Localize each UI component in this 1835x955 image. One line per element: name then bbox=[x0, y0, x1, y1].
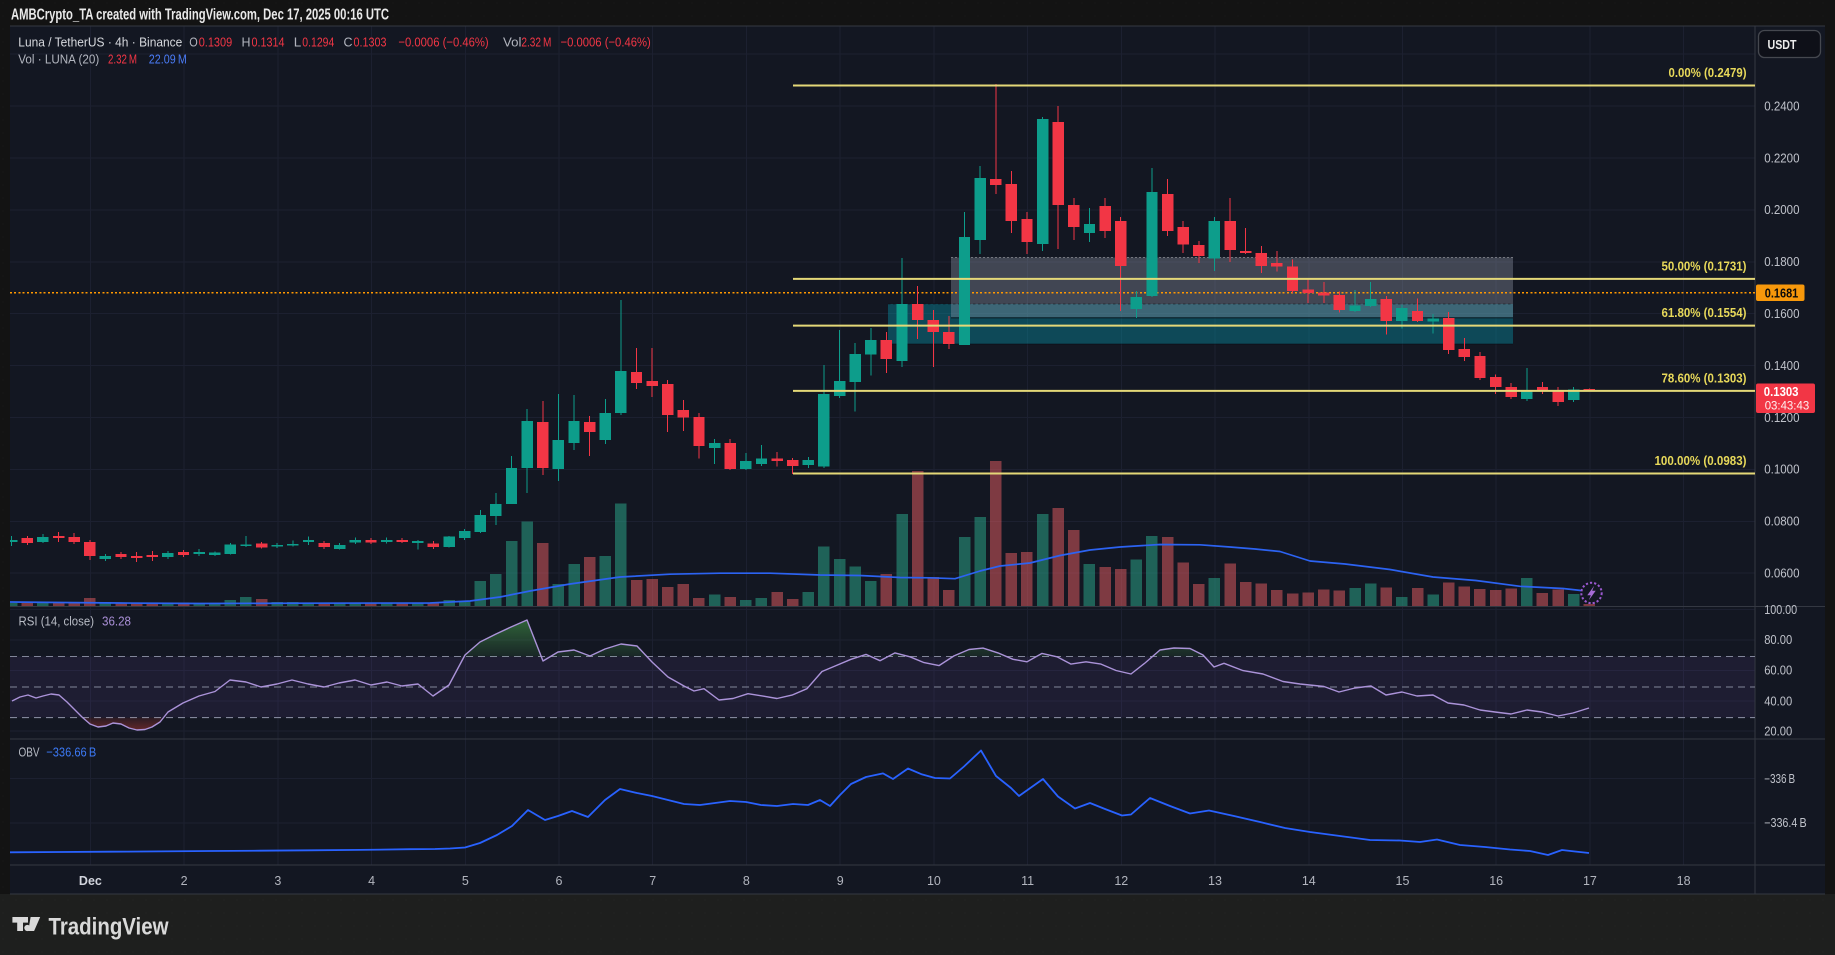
svg-text:60.00: 60.00 bbox=[1764, 664, 1792, 678]
svg-text:0.2400: 0.2400 bbox=[1764, 99, 1799, 113]
svg-text:Dec: Dec bbox=[79, 874, 102, 888]
svg-text:Vol: Vol bbox=[503, 35, 522, 50]
svg-text:0.2000: 0.2000 bbox=[1764, 203, 1799, 217]
svg-text:61.80% (0.1554): 61.80% (0.1554) bbox=[1662, 305, 1747, 320]
svg-text:O: O bbox=[189, 35, 198, 50]
svg-text:0.00% (0.2479): 0.00% (0.2479) bbox=[1669, 65, 1747, 80]
svg-text:36.28: 36.28 bbox=[102, 614, 131, 629]
svg-text:−336.66 B: −336.66 B bbox=[46, 745, 96, 760]
svg-text:7: 7 bbox=[649, 874, 656, 888]
svg-text:RSI (14, close): RSI (14, close) bbox=[19, 614, 95, 629]
svg-text:80.00: 80.00 bbox=[1764, 633, 1792, 647]
svg-text:−0.0006 (−0.46%): −0.0006 (−0.46%) bbox=[398, 35, 488, 50]
svg-text:8: 8 bbox=[743, 874, 750, 888]
svg-text:18: 18 bbox=[1677, 874, 1691, 888]
svg-text:0.0800: 0.0800 bbox=[1764, 515, 1799, 529]
svg-text:0.1303: 0.1303 bbox=[1764, 385, 1799, 399]
svg-text:C: C bbox=[344, 35, 353, 50]
svg-text:OBV: OBV bbox=[19, 745, 40, 760]
svg-text:Luna / TetherUS · 4h · Binance: Luna / TetherUS · 4h · Binance bbox=[18, 35, 182, 50]
svg-text:0.1000: 0.1000 bbox=[1764, 463, 1799, 477]
svg-text:0.1309: 0.1309 bbox=[199, 35, 233, 50]
svg-text:3: 3 bbox=[274, 874, 281, 888]
svg-text:78.60% (0.1303): 78.60% (0.1303) bbox=[1662, 370, 1747, 385]
svg-text:50.00% (0.1731): 50.00% (0.1731) bbox=[1662, 258, 1747, 273]
svg-text:100.00% (0.0983): 100.00% (0.0983) bbox=[1655, 453, 1747, 468]
svg-text:17: 17 bbox=[1583, 874, 1597, 888]
svg-text:9: 9 bbox=[837, 874, 844, 888]
svg-text:12: 12 bbox=[1114, 874, 1128, 888]
svg-text:03:43:43: 03:43:43 bbox=[1765, 399, 1810, 413]
svg-text:10: 10 bbox=[927, 874, 941, 888]
svg-text:2: 2 bbox=[181, 874, 188, 888]
svg-text:−336.4 B: −336.4 B bbox=[1764, 816, 1807, 830]
svg-text:0.1314: 0.1314 bbox=[252, 35, 285, 50]
svg-text:15: 15 bbox=[1396, 874, 1410, 888]
svg-text:22.09 M: 22.09 M bbox=[149, 52, 187, 67]
svg-text:L: L bbox=[294, 35, 302, 50]
svg-text:AMBCrypto_TA created with Trad: AMBCrypto_TA created with TradingView.co… bbox=[11, 7, 389, 24]
svg-text:5: 5 bbox=[462, 874, 469, 888]
svg-text:0.1294: 0.1294 bbox=[302, 35, 334, 50]
svg-text:0.1400: 0.1400 bbox=[1764, 359, 1799, 373]
svg-text:11: 11 bbox=[1021, 874, 1034, 888]
svg-text:H: H bbox=[242, 35, 251, 50]
svg-text:0.1800: 0.1800 bbox=[1764, 255, 1799, 269]
svg-text:14: 14 bbox=[1302, 874, 1316, 888]
svg-text:2.32 M: 2.32 M bbox=[521, 35, 551, 50]
svg-text:Vol · LUNA (20): Vol · LUNA (20) bbox=[18, 52, 99, 67]
svg-text:40.00: 40.00 bbox=[1764, 694, 1792, 708]
svg-text:20.00: 20.00 bbox=[1764, 724, 1792, 738]
svg-text:0.0600: 0.0600 bbox=[1764, 567, 1799, 581]
svg-text:0.1303: 0.1303 bbox=[354, 35, 387, 50]
svg-text:−0.0006 (−0.46%): −0.0006 (−0.46%) bbox=[561, 35, 651, 50]
svg-text:2.32 M: 2.32 M bbox=[108, 52, 137, 67]
svg-text:TradingView: TradingView bbox=[49, 914, 169, 941]
svg-text:6: 6 bbox=[556, 874, 563, 888]
svg-text:−336 B: −336 B bbox=[1764, 772, 1795, 786]
svg-text:0.1200: 0.1200 bbox=[1764, 411, 1799, 425]
svg-text:4: 4 bbox=[368, 874, 375, 888]
svg-text:0.1681: 0.1681 bbox=[1765, 287, 1799, 301]
svg-text:USDT: USDT bbox=[1768, 37, 1797, 52]
svg-text:13: 13 bbox=[1208, 874, 1222, 888]
svg-text:16: 16 bbox=[1489, 874, 1503, 888]
svg-text:100.00: 100.00 bbox=[1764, 603, 1797, 617]
svg-text:0.2200: 0.2200 bbox=[1764, 151, 1799, 165]
svg-text:0.1600: 0.1600 bbox=[1764, 307, 1799, 321]
